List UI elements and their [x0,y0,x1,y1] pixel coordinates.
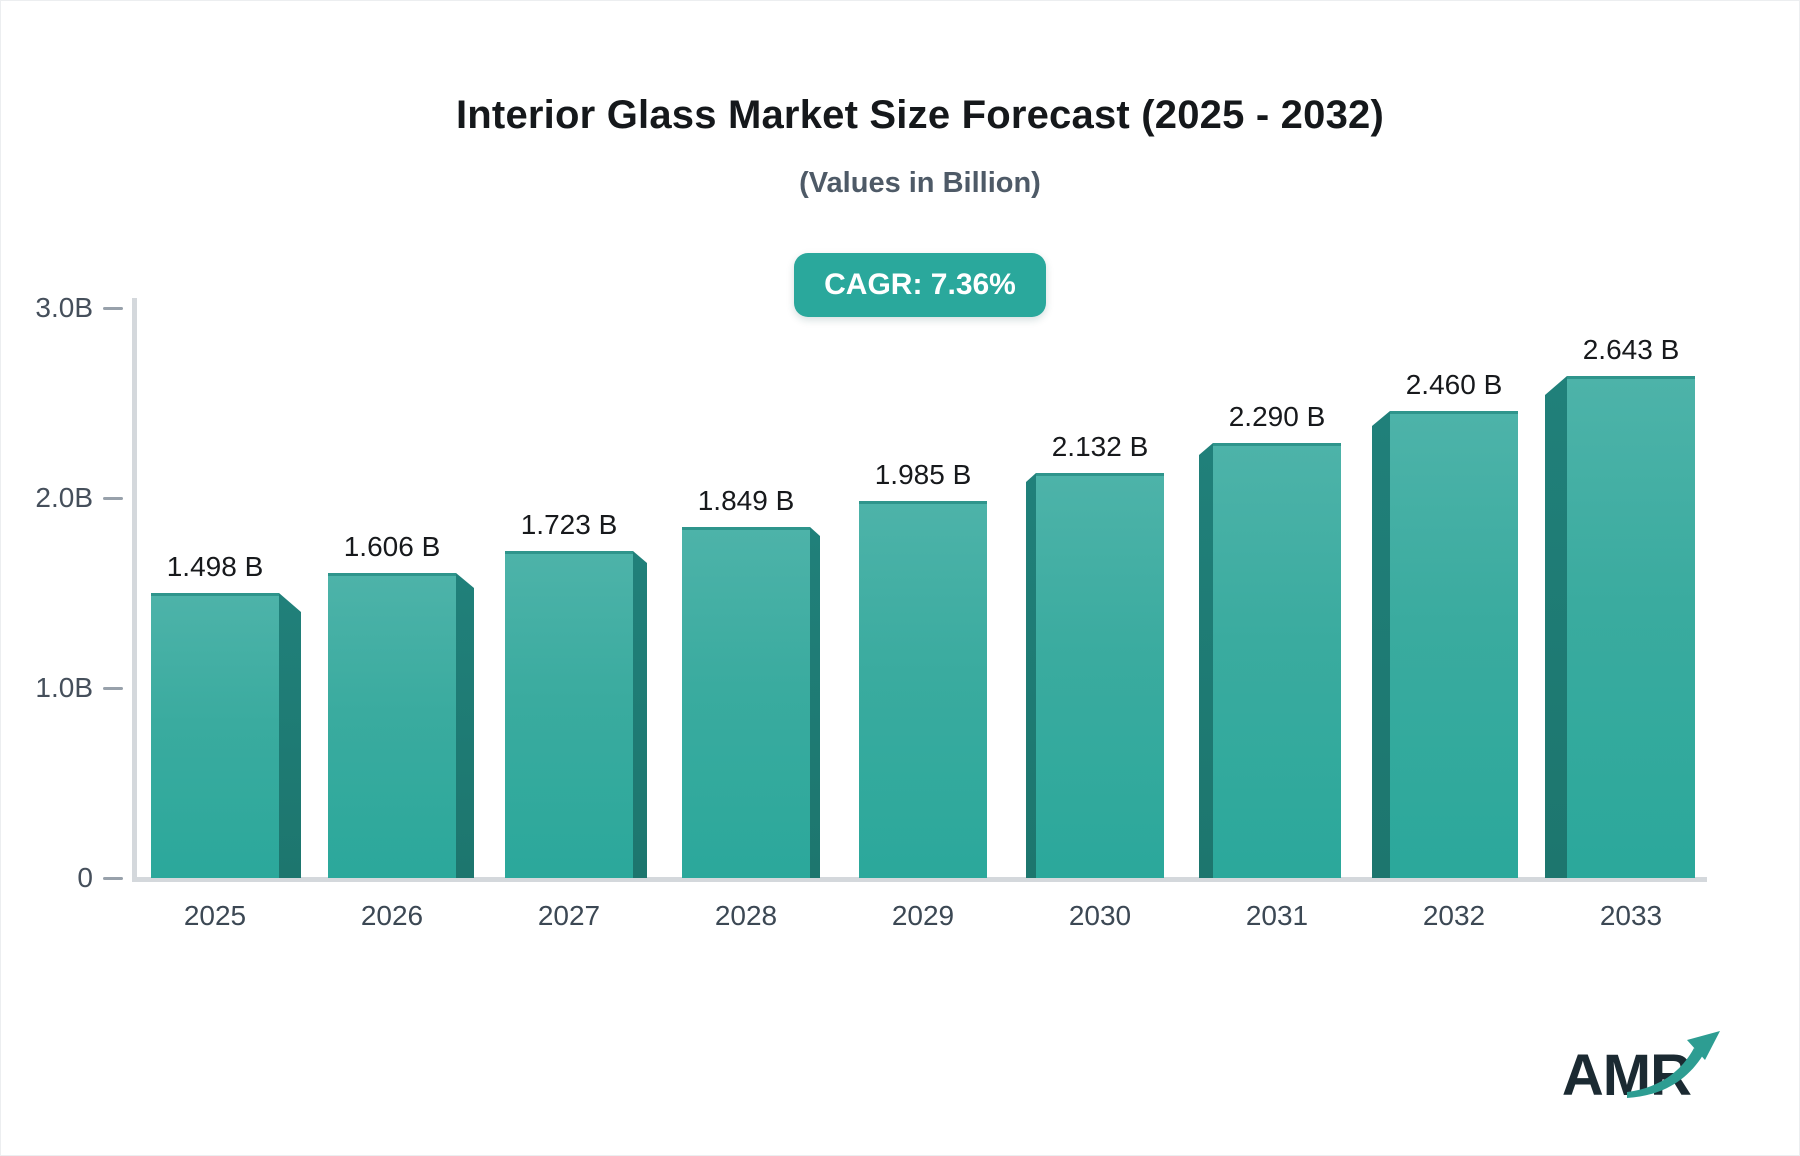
bar-2032 [1390,411,1518,878]
bar-value-label: 1.498 B [166,551,264,582]
x-axis-baseline [132,877,1707,882]
x-tick-label: 2031 [1245,900,1309,931]
bar-side-face [1545,376,1567,878]
bar-side-face [1372,411,1390,878]
bar-side-face [810,527,820,878]
x-tick-label: 2032 [1422,900,1486,931]
x-tick-label: 2033 [1599,900,1663,931]
y-tick-label: 1.0B [35,672,93,703]
chart-title: Interior Glass Market Size Forecast (202… [455,93,1384,137]
bar-2029 [859,501,987,878]
brand-logo: AMR [1561,1031,1720,1109]
bar-value-label: 1.985 B [874,459,972,490]
bar-side-face [1026,473,1036,878]
bar-side-face [1199,443,1213,878]
brand-logo-text: AMR [1561,1043,1692,1108]
x-tick-label: 2026 [360,900,424,931]
bar-2025 [151,593,279,878]
y-tick-dash [103,497,123,500]
cagr-badge-row: CAGR: 7.36% [41,253,1799,317]
bar-2028 [682,527,810,878]
x-tick-label: 2030 [1068,900,1132,931]
y-axis-line [132,298,137,882]
bar-2030 [1036,473,1164,878]
bar-2033 [1567,376,1695,878]
bar-2026 [328,573,456,878]
bar-value-label: 2.290 B [1228,401,1326,432]
bar-value-label: 1.723 B [520,509,618,540]
bar-side-face [279,593,301,878]
bar-value-label: 2.132 B [1051,431,1149,462]
y-tick-dash [103,307,123,310]
bar-value-label: 1.849 B [697,485,795,516]
bar-side-face [456,573,474,878]
chart-subtitle: (Values in Billion) [799,167,1041,199]
y-tick-label: 3.0B [35,292,93,323]
bar-value-label: 1.606 B [343,531,441,562]
bar-2027 [505,551,633,878]
bar-side-face [633,551,647,878]
y-tick-dash [103,687,123,690]
y-tick-label: 2.0B [35,482,93,513]
y-tick-label: 0 [77,862,93,893]
x-tick-label: 2027 [537,900,601,931]
x-tick-label: 2028 [714,900,778,931]
growth-arrow-icon [1627,1031,1720,1098]
x-tick-label: 2029 [891,900,955,931]
y-tick-dash [103,877,123,880]
cagr-badge: CAGR: 7.36% [794,253,1046,317]
bar-2031 [1213,443,1341,878]
x-tick-label: 2025 [183,900,247,931]
bar-value-label: 2.643 B [1582,334,1680,365]
bar-value-label: 2.460 B [1405,369,1503,400]
